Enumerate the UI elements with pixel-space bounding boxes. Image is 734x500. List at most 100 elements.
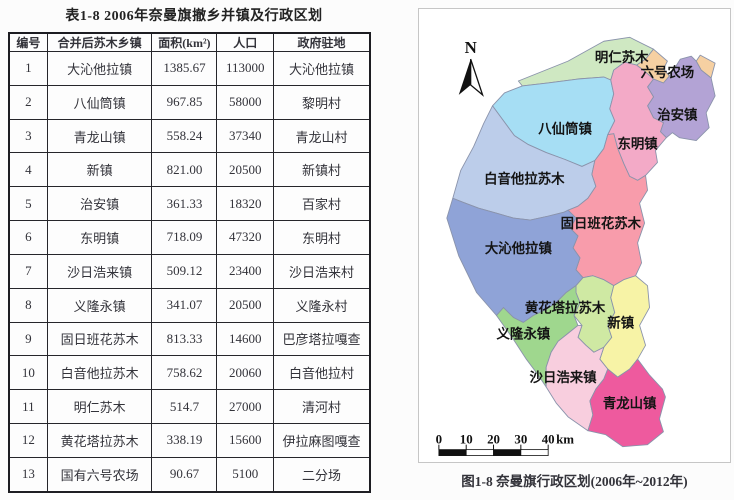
table-row: 10 白音他拉苏木 758.62 20060 白音他拉村 — [8, 355, 371, 391]
scale-tick-label: 30 — [514, 432, 527, 447]
admin-table: 编号 合并后苏木乡镇 面积(km²) 人口 政府驻地 1 大沁他拉镇 1385.67 1130… — [8, 32, 371, 493]
map-region-label: 黄花塔拉苏木 — [525, 300, 606, 316]
map-region-label: 六号农场 — [641, 64, 695, 80]
map-region-qinglongshan — [587, 358, 666, 448]
table-cell: 58000 — [216, 84, 275, 120]
table-cell: 1 — [8, 51, 48, 86]
map-figure: 明仁苏木 六号农场 治安镇 八仙筒镇 东明镇 白音他拉苏木 固日班花苏木 大沁他拉镇 黄花塔拉苏… — [418, 8, 731, 463]
table-cell: 8 — [8, 287, 48, 323]
table-cell: 清河村 — [273, 389, 371, 424]
scale-segment — [520, 449, 549, 456]
north-label: N — [465, 38, 477, 57]
column-header: 政府驻地 — [273, 32, 371, 52]
scale-tick-label: 0 — [436, 432, 442, 447]
column-header: 合并后苏木乡镇 — [46, 32, 153, 52]
map-region-label: 明仁苏木 — [595, 49, 649, 65]
table-cell: 国有六号农场 — [46, 456, 153, 493]
table-row: 13 国有六号农场 90.67 5100 二分场 — [8, 456, 371, 493]
table-cell: 20500 — [216, 152, 275, 188]
table-cell: 八仙筒镇 — [46, 84, 153, 120]
table-cell: 二分场 — [273, 456, 371, 493]
table-cell: 18320 — [216, 186, 275, 222]
table-row: 6 东明镇 718.09 47320 东明村 — [8, 220, 371, 255]
table-cell: 白音他拉村 — [273, 355, 371, 391]
scale-segment — [465, 449, 494, 456]
table-row: 5 治安镇 361.33 18320 百家村 — [8, 186, 371, 222]
table-cell: 黄花塔拉苏木 — [46, 422, 153, 458]
north-arrow-right-half — [470, 58, 484, 97]
column-header: 面积(km²) — [151, 32, 218, 52]
map-regions — [446, 36, 716, 448]
table-cell: 6 — [8, 220, 48, 255]
map-region-label: 大沁他拉镇 — [485, 240, 553, 256]
table-cell: 20500 — [216, 287, 275, 323]
scale-bar: 0 10 20 30 40 km — [436, 432, 575, 456]
table-cell: 813.33 — [151, 321, 218, 357]
table-cell: 338.19 — [151, 422, 218, 458]
table-cell: 固日班花苏木 — [46, 321, 153, 357]
table-row: 7 沙日浩来镇 509.12 23400 沙日浩来村 — [8, 253, 371, 289]
map-region-label: 东明镇 — [617, 136, 658, 152]
map-panel: 明仁苏木 六号农场 治安镇 八仙筒镇 东明镇 白音他拉苏木 固日班花苏木 大沁他拉镇 黄花塔拉苏… — [418, 8, 731, 494]
table-header-row: 编号 合并后苏木乡镇 面积(km²) 人口 政府驻地 — [8, 32, 371, 52]
table-cell: 758.62 — [151, 355, 218, 391]
table-cell: 大沁他拉镇 — [46, 51, 153, 86]
table-cell: 新镇村 — [273, 152, 371, 188]
table-cell: 1385.67 — [151, 51, 218, 86]
scale-unit-label: km — [556, 432, 574, 447]
table-cell: 2 — [8, 84, 48, 120]
table-cell: 361.33 — [151, 186, 218, 222]
table-cell: 3 — [8, 118, 48, 154]
scale-segment — [438, 449, 467, 456]
table-row: 11 明仁苏木 514.7 27000 清河村 — [8, 389, 371, 424]
north-arrow-left-half — [458, 59, 471, 95]
column-header: 编号 — [8, 32, 48, 52]
table-cell: 大沁他拉镇 — [273, 51, 371, 86]
table-cell: 10 — [8, 355, 48, 391]
figure-caption: 图1-8 奈曼旗行政区划(2006年~2012年) — [461, 474, 688, 489]
table-cell: 沙日浩来镇 — [46, 253, 153, 289]
map-region-label: 固日班花苏木 — [561, 215, 642, 231]
table-cell: 青龙山村 — [273, 118, 371, 154]
north-arrow-icon: N — [458, 38, 484, 97]
table-row: 4 新镇 821.00 20500 新镇村 — [8, 152, 371, 188]
table-cell: 514.7 — [151, 389, 218, 424]
table-cell: 义隆永镇 — [46, 287, 153, 323]
table-cell: 沙日浩来村 — [273, 253, 371, 289]
table-row: 2 八仙筒镇 967.85 58000 黎明村 — [8, 84, 371, 120]
table-cell: 12 — [8, 422, 48, 458]
table-cell: 百家村 — [273, 186, 371, 222]
table-cell: 821.00 — [151, 152, 218, 188]
naiman-banner-map: 明仁苏木六号农场治安镇八仙筒镇东明镇白音他拉苏木固日班花苏木大沁他拉镇黄花塔拉苏… — [436, 36, 716, 456]
table-cell: 341.07 — [151, 287, 218, 323]
table-row: 3 青龙山镇 558.24 37340 青龙山村 — [8, 118, 371, 154]
table-cell: 巴彦塔拉嘎查 — [273, 321, 371, 357]
table-cell: 义隆永村 — [273, 287, 371, 323]
table-cell: 37340 — [216, 118, 275, 154]
table-cell: 23400 — [216, 253, 275, 289]
map-region-label: 青龙山镇 — [603, 395, 657, 411]
table-cell: 13 — [8, 456, 48, 493]
map-region-label: 八仙筒镇 — [537, 121, 592, 137]
scale-bar-labels: 0 10 20 30 40 km — [436, 432, 575, 447]
table-cell: 黎明村 — [273, 84, 371, 120]
table-cell: 27000 — [216, 389, 275, 424]
table-cell: 5100 — [216, 456, 275, 493]
table-cell: 509.12 — [151, 253, 218, 289]
map-region-labels: 明仁苏木六号农场治安镇八仙筒镇东明镇白音他拉苏木固日班花苏木大沁他拉镇黄花塔拉苏… — [484, 49, 698, 411]
map-region-label: 白音他拉苏木 — [484, 170, 565, 186]
table-cell: 15600 — [216, 422, 275, 458]
table-cell: 7 — [8, 253, 48, 289]
scale-tick-label: 10 — [460, 432, 473, 447]
table-row: 8 义隆永镇 341.07 20500 义隆永村 — [8, 287, 371, 323]
table-panel: 表1-8 2006年奈曼旗撤乡并镇及行政区划 编号 合并后苏木乡镇 面积(km²) 人… — [8, 9, 371, 493]
table-cell: 113000 — [216, 51, 275, 86]
table-cell: 明仁苏木 — [46, 389, 153, 424]
table-title: 表1-8 2006年奈曼旗撤乡并镇及行政区划 — [65, 9, 323, 24]
table-cell: 718.09 — [151, 220, 218, 255]
table-cell: 白音他拉苏木 — [46, 355, 153, 391]
table-cell: 东明镇 — [46, 220, 153, 255]
table-cell: 青龙山镇 — [46, 118, 153, 154]
table-cell: 4 — [8, 152, 48, 188]
